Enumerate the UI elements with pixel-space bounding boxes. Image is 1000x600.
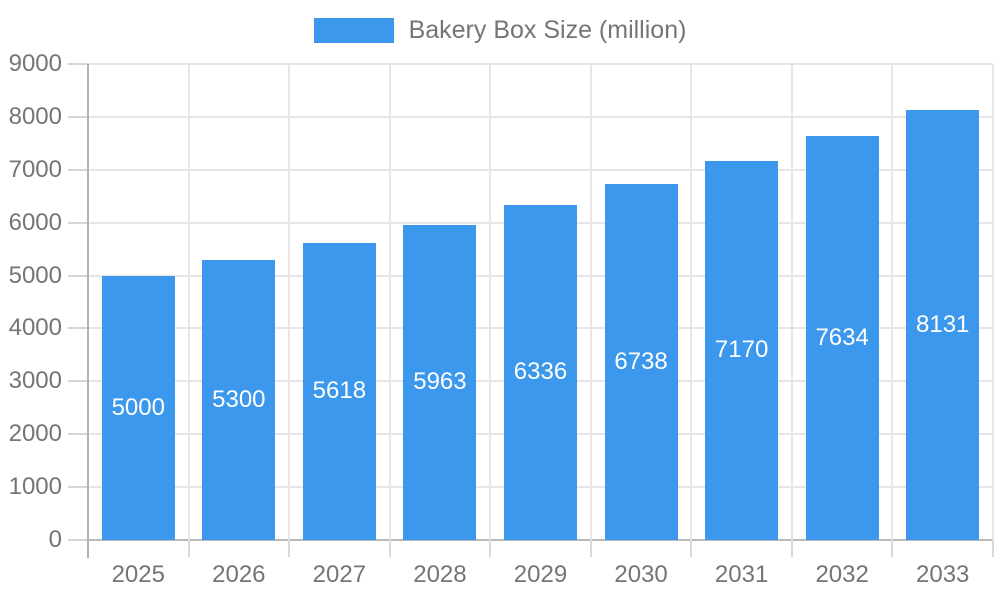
v-gridline (790, 64, 793, 540)
y-tick (68, 115, 88, 118)
y-gridline (88, 539, 993, 541)
v-gridline (690, 64, 693, 540)
y-axis-tick-label: 1000 (8, 473, 62, 501)
bar-2029[interactable]: 6336 (504, 204, 577, 540)
x-tick (489, 540, 492, 557)
y-axis-tick-label: 0 (48, 526, 62, 553)
v-gridline (489, 64, 492, 540)
y-tick (68, 539, 88, 541)
y-axis-tick-label: 7000 (8, 155, 62, 183)
y-tick (68, 221, 88, 224)
bar-2026[interactable]: 5300 (202, 259, 276, 540)
v-gridline (288, 64, 291, 540)
bar-2030[interactable]: 6738 (604, 183, 678, 540)
y-axis-tick-label: 4000 (8, 314, 62, 342)
x-tick (992, 540, 994, 557)
y-tick (68, 274, 88, 277)
y-axis-tick-label: 2000 (8, 420, 62, 448)
x-axis-category-label: 2030 (614, 561, 668, 588)
x-axis-category-label: 2029 (513, 561, 568, 588)
y-axis-tick-label: 9000 (8, 50, 62, 77)
y-axis-line (87, 64, 89, 558)
x-axis-category-label: 2027 (312, 561, 367, 588)
y-tick (68, 433, 88, 436)
x-axis-category-label: 2028 (413, 561, 467, 588)
x-axis-category-label: 2026 (212, 561, 266, 588)
x-axis-category-label: 2033 (916, 561, 970, 588)
bar-2031[interactable]: 7170 (705, 160, 779, 540)
y-gridline (88, 115, 993, 118)
y-tick (68, 63, 88, 65)
y-gridline (88, 168, 993, 171)
v-gridline (992, 64, 994, 540)
bar-value-label: 6336 (513, 358, 568, 386)
legend[interactable]: Bakery Box Size (million) (0, 16, 1000, 45)
bar-value-label: 8131 (916, 310, 970, 338)
y-gridline (88, 63, 993, 65)
bar-value-label: 5300 (212, 385, 266, 413)
y-tick (68, 380, 88, 383)
v-gridline (388, 64, 391, 540)
y-axis-tick-label: 8000 (8, 102, 62, 130)
y-tick (68, 486, 88, 489)
legend-swatch (313, 18, 394, 43)
bar-value-label: 5618 (312, 377, 367, 405)
bar-value-label: 5000 (111, 393, 165, 421)
y-tick (68, 327, 88, 330)
v-gridline (187, 64, 190, 540)
x-axis-category-label: 2025 (111, 561, 165, 588)
bar-value-label: 5963 (413, 368, 467, 396)
y-axis-tick-label: 6000 (8, 208, 62, 236)
bar-2032[interactable]: 7634 (805, 136, 879, 540)
bar-2025[interactable]: 5000 (101, 275, 175, 540)
x-tick (790, 540, 793, 557)
y-tick (68, 168, 88, 171)
x-tick (388, 540, 391, 557)
bar-value-label: 6738 (614, 347, 668, 375)
y-axis-tick-label: 3000 (8, 367, 62, 395)
bar-value-label: 7634 (815, 324, 869, 352)
x-tick (288, 540, 291, 557)
bar-value-label: 7170 (714, 336, 769, 364)
bar-2033[interactable]: 8131 (906, 109, 980, 540)
legend-label: Bakery Box Size (million) (408, 16, 687, 44)
v-gridline (589, 64, 592, 540)
x-tick (891, 540, 894, 557)
x-axis-category-label: 2032 (815, 561, 869, 588)
bar-2028[interactable]: 5963 (403, 224, 477, 540)
y-axis-tick-label: 5000 (8, 261, 62, 289)
bar-2027[interactable]: 5618 (302, 242, 376, 540)
x-tick (690, 540, 693, 557)
x-tick (187, 540, 190, 557)
v-gridline (891, 64, 894, 540)
x-tick (589, 540, 592, 557)
x-axis-category-label: 2031 (714, 561, 769, 588)
